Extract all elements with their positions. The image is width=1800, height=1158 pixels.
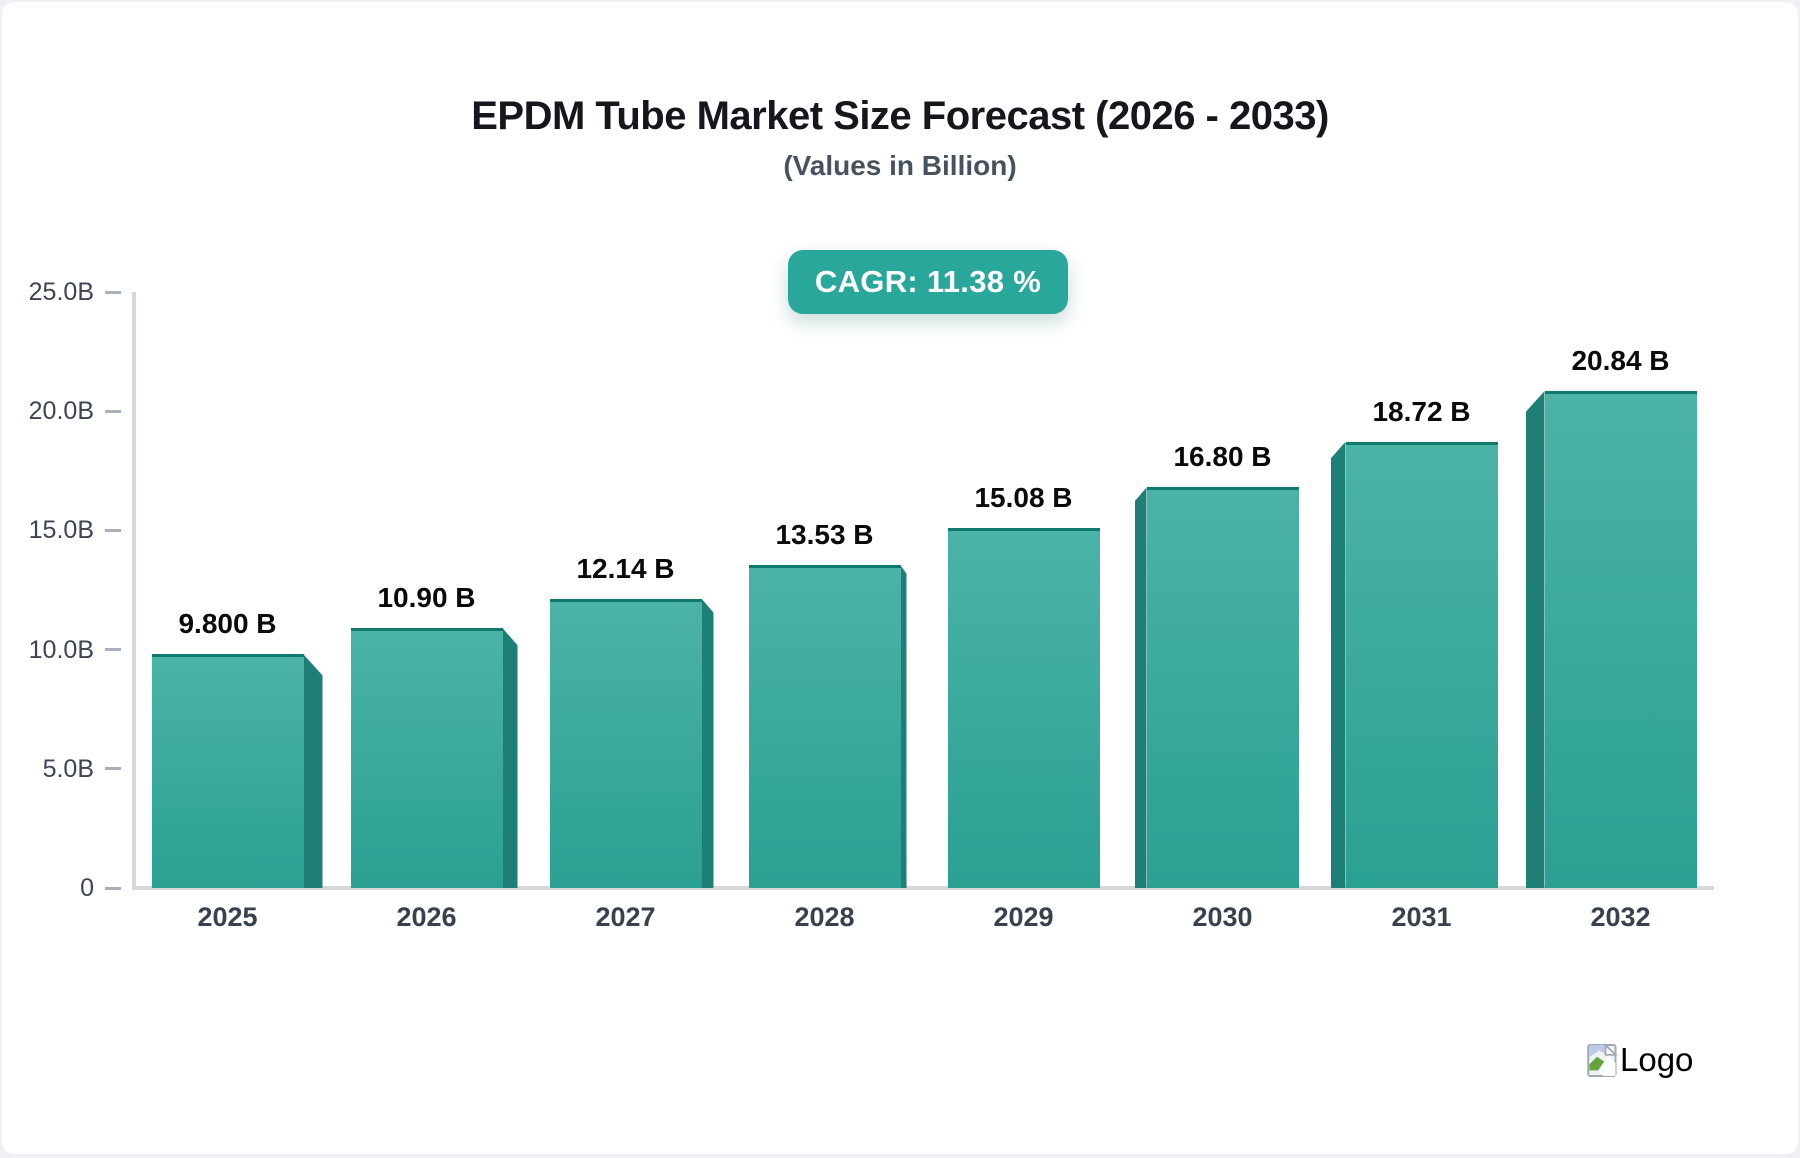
bar-2030 [1146, 487, 1299, 888]
y-tick-label: 0 [80, 874, 94, 902]
y-tick-label: 5.0B [42, 754, 94, 783]
y-tick [105, 648, 121, 652]
x-axis-line [132, 886, 1714, 890]
y-tick-label: 15.0B [28, 516, 94, 545]
bar-side-2025 [303, 654, 323, 888]
x-axis-label-2032: 2032 [1590, 902, 1651, 932]
chart-subtitle: (Values in Billion) [783, 150, 1017, 181]
bar-side-2031 [1330, 441, 1346, 888]
bar-value-label-2031: 18.72 B [1372, 395, 1471, 427]
bar-2027 [549, 598, 702, 888]
bar-side-2032 [1525, 391, 1545, 888]
bar-value-label-2030: 16.80 B [1173, 441, 1272, 473]
bar-side-2028 [900, 565, 907, 888]
bar-2032 [1544, 391, 1697, 888]
bar-value-label-2029: 15.08 B [974, 482, 1073, 514]
x-axis-label-2028: 2028 [794, 902, 855, 932]
y-tick [105, 409, 121, 413]
logo: Logo [1587, 1040, 1693, 1080]
y-tick [105, 290, 121, 294]
x-axis-label-2026: 2026 [396, 902, 457, 932]
bar-2031 [1345, 441, 1498, 888]
bar-side-2030 [1134, 487, 1147, 888]
bar-2028 [748, 565, 901, 888]
bar-side-2026 [502, 628, 518, 888]
bar-value-label-2027: 12.14 B [576, 552, 675, 584]
x-axis-label-2027: 2027 [595, 902, 656, 932]
broken-image-icon [1587, 1043, 1618, 1077]
cagr-badge-label: CAGR: 11.38 % [814, 264, 1042, 299]
x-axis-label-2025: 2025 [197, 902, 258, 932]
y-tick [105, 767, 121, 771]
y-tick-label: 20.0B [28, 397, 94, 426]
y-tick [105, 886, 121, 890]
y-tick [105, 528, 121, 532]
cagr-badge: CAGR: 11.38 % [788, 250, 1068, 314]
y-tick-label: 25.0B [28, 278, 94, 306]
bar-value-label-2025: 9.800 B [178, 608, 277, 640]
bar-2026 [350, 628, 503, 888]
bar-2029 [947, 528, 1100, 888]
bar-value-label-2032: 20.84 B [1571, 345, 1670, 377]
logo-alt-text: Logo [1620, 1041, 1694, 1078]
x-axis-label-2030: 2030 [1192, 902, 1253, 932]
y-axis-line [132, 292, 136, 890]
y-tick-label: 10.0B [28, 635, 94, 664]
bar-value-label-2028: 13.53 B [775, 519, 874, 551]
chart-title: EPDM Tube Market Size Forecast (2026 - 2… [471, 94, 1329, 138]
bar-side-2027 [701, 598, 714, 888]
x-axis-label-2031: 2031 [1391, 902, 1452, 932]
x-axis-label-2029: 2029 [993, 902, 1054, 932]
bar-value-label-2026: 10.90 B [377, 582, 476, 614]
bar-2025 [151, 654, 304, 888]
